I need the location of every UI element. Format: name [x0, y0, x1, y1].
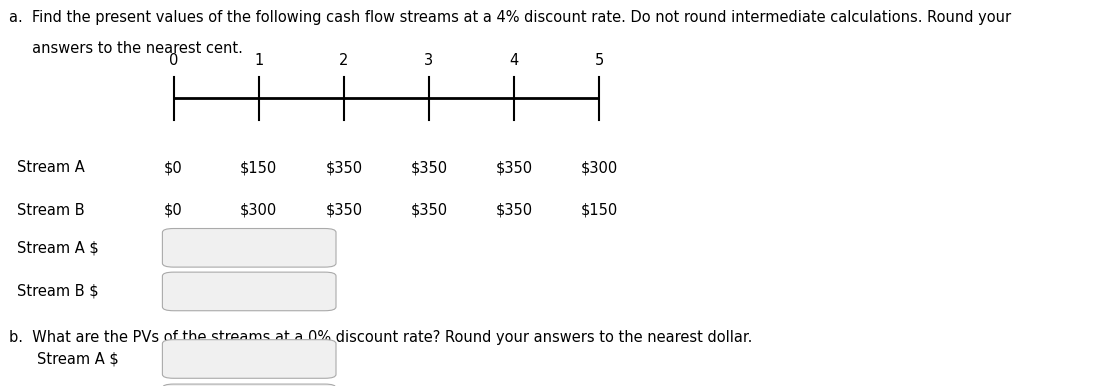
- Text: $0: $0: [165, 203, 183, 218]
- Text: $350: $350: [495, 161, 533, 175]
- Text: Stream A $: Stream A $: [37, 352, 119, 366]
- Text: Stream A $: Stream A $: [17, 240, 99, 255]
- Text: 5: 5: [595, 52, 604, 68]
- Text: $150: $150: [580, 203, 618, 218]
- Text: $350: $350: [410, 161, 448, 175]
- Text: $300: $300: [240, 203, 278, 218]
- Text: $350: $350: [410, 203, 448, 218]
- Text: 2: 2: [339, 52, 348, 68]
- Text: $150: $150: [240, 161, 278, 175]
- FancyBboxPatch shape: [162, 340, 336, 378]
- Text: Stream B $: Stream B $: [17, 284, 99, 299]
- Text: Stream A: Stream A: [17, 161, 84, 175]
- FancyBboxPatch shape: [162, 384, 336, 386]
- Text: $300: $300: [580, 161, 618, 175]
- Text: Stream B: Stream B: [17, 203, 84, 218]
- Text: 4: 4: [510, 52, 519, 68]
- FancyBboxPatch shape: [162, 272, 336, 311]
- Text: b.  What are the PVs of the streams at a 0% discount rate? Round your answers to: b. What are the PVs of the streams at a …: [9, 330, 753, 345]
- Text: $0: $0: [165, 161, 183, 175]
- Text: a.  Find the present values of the following cash flow streams at a 4% discount : a. Find the present values of the follow…: [9, 10, 1011, 25]
- Text: $350: $350: [495, 203, 533, 218]
- Text: 3: 3: [424, 52, 433, 68]
- Text: 1: 1: [254, 52, 263, 68]
- Text: $350: $350: [325, 203, 363, 218]
- FancyBboxPatch shape: [162, 229, 336, 267]
- Text: answers to the nearest cent.: answers to the nearest cent.: [9, 41, 243, 56]
- Text: 0: 0: [169, 52, 178, 68]
- Text: $350: $350: [325, 161, 363, 175]
